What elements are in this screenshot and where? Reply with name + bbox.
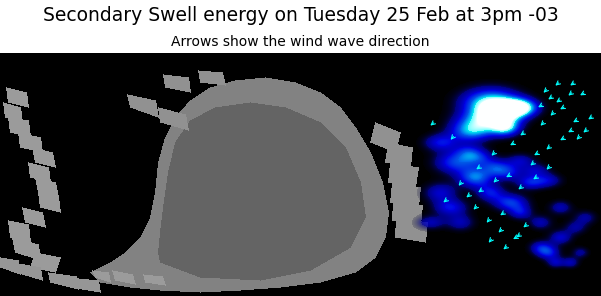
- Text: Secondary Swell energy on Tuesday 25 Feb at 3pm -03: Secondary Swell energy on Tuesday 25 Feb…: [43, 7, 558, 25]
- Text: Arrows show the wind wave direction: Arrows show the wind wave direction: [171, 35, 430, 49]
